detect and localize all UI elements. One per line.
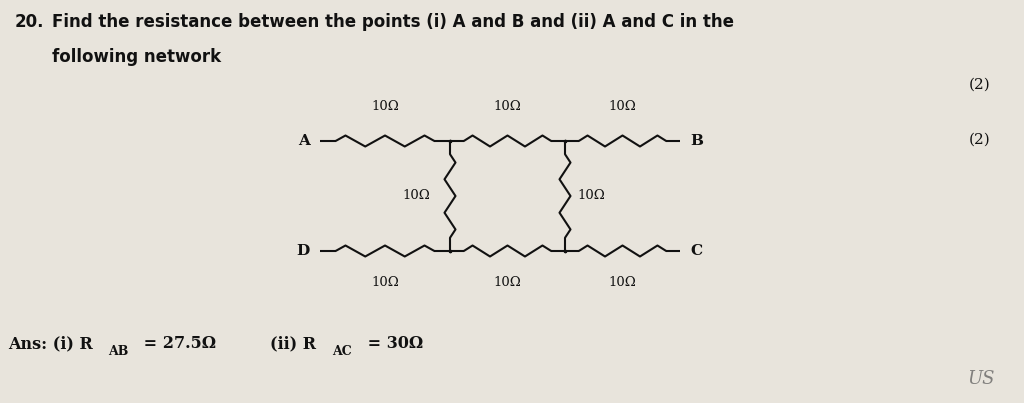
Text: C: C bbox=[690, 244, 702, 258]
Text: 10Ω: 10Ω bbox=[494, 100, 521, 113]
Text: A: A bbox=[298, 134, 310, 148]
Text: AB: AB bbox=[108, 345, 128, 358]
Text: US: US bbox=[968, 370, 995, 388]
Text: 20.: 20. bbox=[15, 13, 44, 31]
Text: AC: AC bbox=[332, 345, 352, 358]
Text: 10Ω: 10Ω bbox=[577, 189, 605, 202]
Text: 10Ω: 10Ω bbox=[371, 100, 399, 113]
Text: 10Ω: 10Ω bbox=[402, 189, 430, 202]
Text: 10Ω: 10Ω bbox=[608, 276, 636, 289]
Text: = 27.5Ω: = 27.5Ω bbox=[138, 335, 216, 352]
Text: Find the resistance between the points (i) A and B and (ii) A and C in the: Find the resistance between the points (… bbox=[52, 13, 734, 31]
Text: 10Ω: 10Ω bbox=[371, 276, 399, 289]
Text: B: B bbox=[690, 134, 703, 148]
Text: following network: following network bbox=[52, 48, 221, 66]
Text: = 30Ω: = 30Ω bbox=[362, 335, 423, 352]
Text: (ii) R: (ii) R bbox=[270, 335, 316, 352]
Text: (2): (2) bbox=[969, 78, 990, 92]
Text: (2): (2) bbox=[969, 133, 990, 147]
Text: D: D bbox=[297, 244, 310, 258]
Text: 10Ω: 10Ω bbox=[608, 100, 636, 113]
Text: 10Ω: 10Ω bbox=[494, 276, 521, 289]
Text: Ans: (i) R: Ans: (i) R bbox=[8, 335, 93, 352]
